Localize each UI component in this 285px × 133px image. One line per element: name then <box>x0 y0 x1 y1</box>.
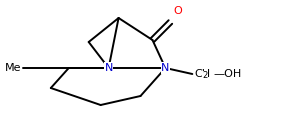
Text: N: N <box>161 63 170 73</box>
Text: CH: CH <box>194 69 210 79</box>
Text: 2: 2 <box>203 71 208 80</box>
Text: O: O <box>173 6 182 16</box>
Text: —OH: —OH <box>213 69 241 79</box>
Text: Me: Me <box>5 63 21 73</box>
Text: N: N <box>104 63 113 73</box>
